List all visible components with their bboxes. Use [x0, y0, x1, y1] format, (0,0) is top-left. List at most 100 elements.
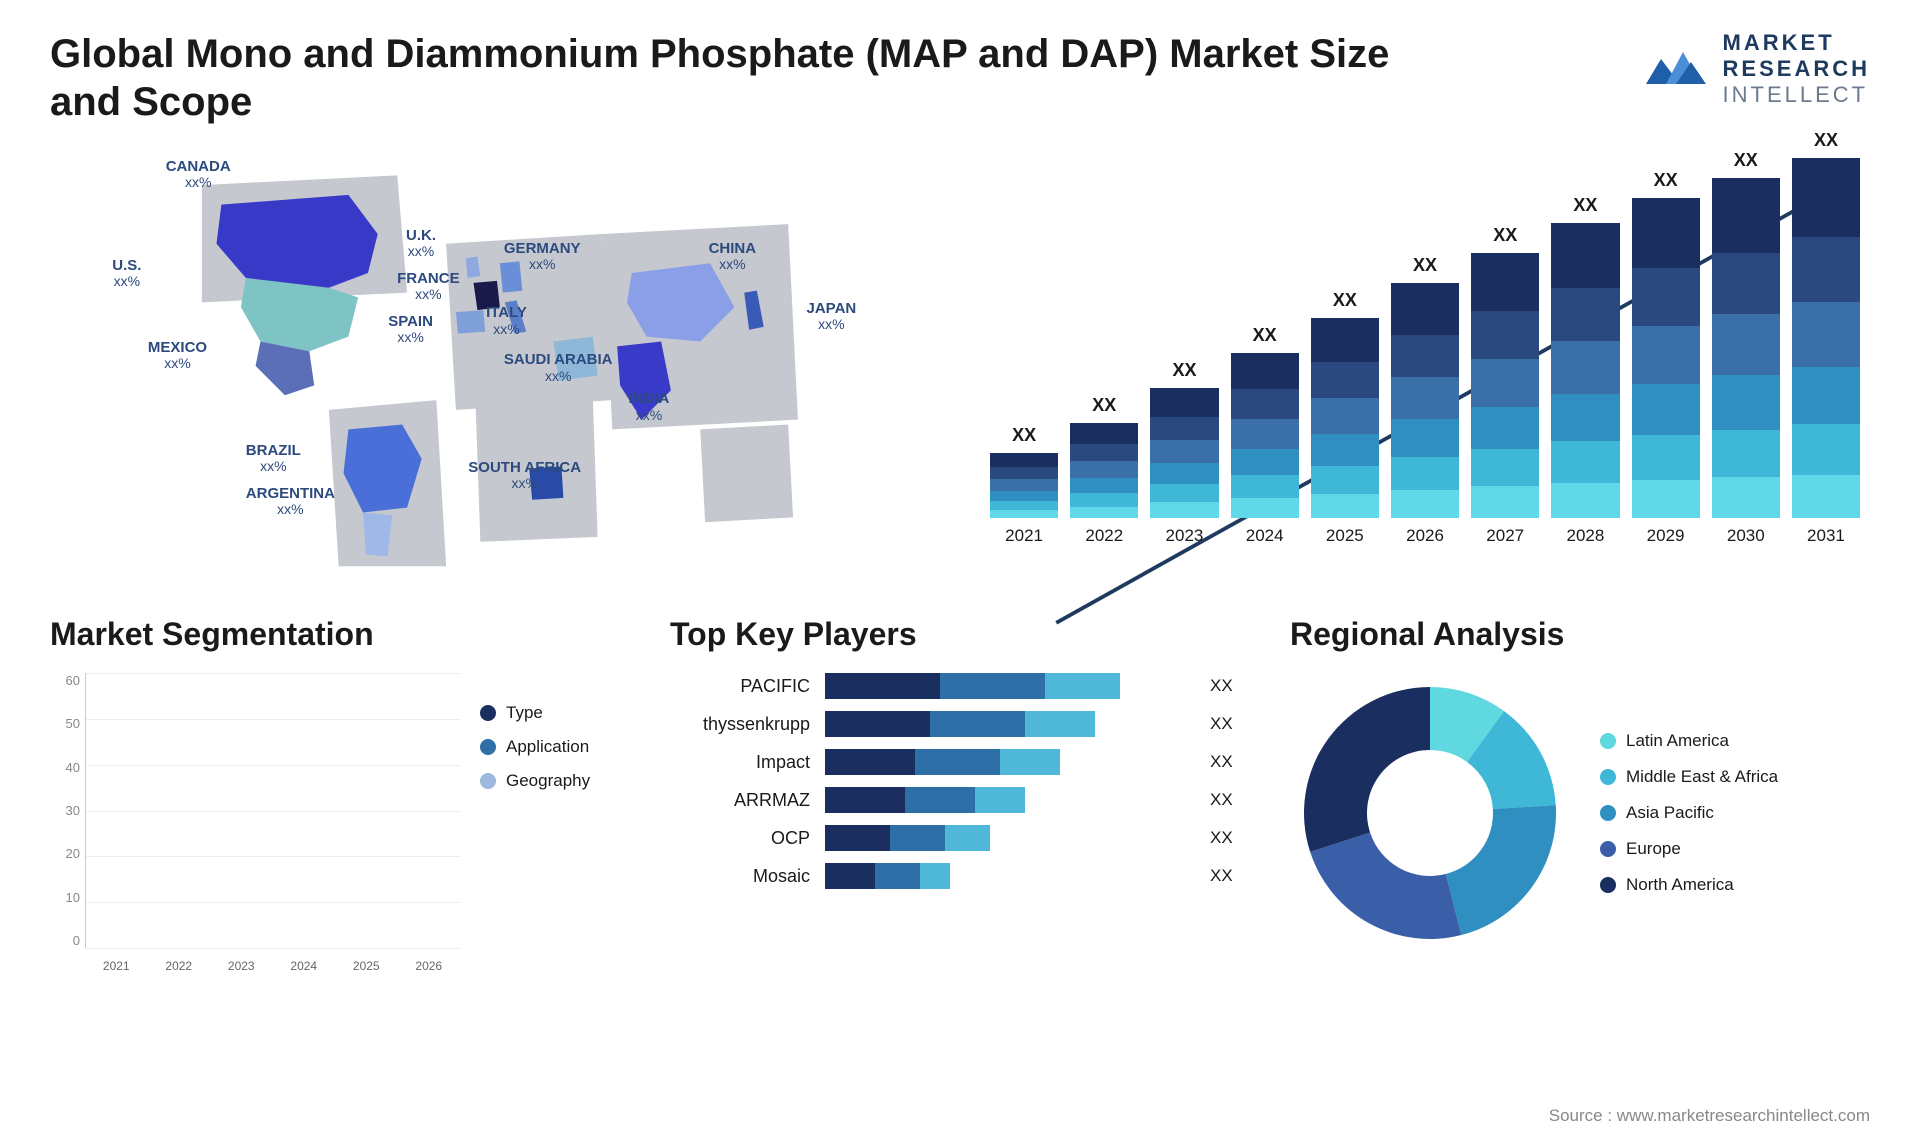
- main-bar-value: XX: [1172, 360, 1196, 381]
- main-bar-value: XX: [1814, 130, 1838, 151]
- main-chart-panel: XX2021XX2022XX2023XX2024XX2025XX2026XX20…: [980, 146, 1870, 576]
- kp-label: ARRMAZ: [670, 790, 810, 811]
- kp-label: Mosaic: [670, 866, 810, 887]
- kp-row-pacific: PACIFIC XX: [670, 673, 1250, 699]
- logo-line1: MARKET: [1723, 30, 1870, 56]
- main-bar-value: XX: [1092, 395, 1116, 416]
- seg-year-label: 2023: [210, 959, 273, 973]
- map-label-argentina: ARGENTINAxx%: [246, 486, 335, 519]
- segmentation-chart: 6050403020100 202120222023202420252026: [50, 673, 460, 973]
- map-label-spain: SPAINxx%: [388, 314, 433, 347]
- main-bar-value: XX: [1253, 325, 1277, 346]
- source-text: Source : www.marketresearchintellect.com: [1549, 1106, 1870, 1126]
- seg-year-label: 2025: [335, 959, 398, 973]
- map-label-saudi-arabia: SAUDI ARABIAxx%: [504, 352, 613, 385]
- kp-row-mosaic: Mosaic XX: [670, 863, 1250, 889]
- map-label-china: CHINAxx%: [709, 241, 757, 274]
- map-region-spain: [456, 310, 485, 333]
- kp-row-ocp: OCP XX: [670, 825, 1250, 851]
- seg-year-label: 2024: [273, 959, 336, 973]
- main-bar-2021: XX2021: [990, 453, 1058, 546]
- main-bar-2025: XX2025: [1311, 318, 1379, 546]
- main-bar-value: XX: [1573, 195, 1597, 216]
- main-bar-year: 2028: [1566, 526, 1604, 546]
- logo-line3: INTELLECT: [1723, 82, 1870, 108]
- map-label-canada: CANADAxx%: [166, 159, 231, 192]
- main-bar-2029: XX2029: [1632, 198, 1700, 546]
- main-bar-value: XX: [1493, 225, 1517, 246]
- main-bar-value: XX: [1734, 150, 1758, 171]
- reg-legend-item: North America: [1600, 875, 1778, 895]
- kp-value: XX: [1210, 752, 1250, 772]
- map-region-argentina: [363, 512, 392, 556]
- main-bar-year: 2029: [1647, 526, 1685, 546]
- map-label-germany: GERMANYxx%: [504, 241, 581, 274]
- regional-legend: Latin America Middle East & Africa Asia Pa…: [1600, 731, 1778, 895]
- seg-year-label: 2022: [148, 959, 211, 973]
- kp-label: Impact: [670, 752, 810, 773]
- seg-year-label: 2026: [398, 959, 461, 973]
- kp-value: XX: [1210, 676, 1250, 696]
- main-bar-2028: XX2028: [1551, 223, 1619, 546]
- map-label-italy: ITALYxx%: [486, 305, 527, 338]
- kp-value: XX: [1210, 790, 1250, 810]
- main-bar-year: 2024: [1246, 526, 1284, 546]
- key-players-panel: Top Key Players PACIFICXXthyssenkruppXXI…: [670, 616, 1250, 973]
- kp-label: OCP: [670, 828, 810, 849]
- reg-legend-item: Asia Pacific: [1600, 803, 1778, 823]
- kp-label: PACIFIC: [670, 676, 810, 697]
- seg-year-label: 2021: [85, 959, 148, 973]
- segmentation-panel: Market Segmentation 6050403020100 202120…: [50, 616, 630, 973]
- main-bar-2023: XX2023: [1150, 388, 1218, 546]
- kp-row-impact: Impact XX: [670, 749, 1250, 775]
- kp-value: XX: [1210, 828, 1250, 848]
- map-label-brazil: BRAZILxx%: [246, 443, 301, 476]
- main-bar-value: XX: [1012, 425, 1036, 446]
- donut-chart: [1290, 673, 1570, 953]
- main-bar-value: XX: [1413, 255, 1437, 276]
- logo: MARKET RESEARCH INTELLECT: [1641, 30, 1870, 108]
- seg-legend-item: Type: [480, 703, 630, 723]
- reg-legend-item: Middle East & Africa: [1600, 767, 1778, 787]
- main-bar-year: 2021: [1005, 526, 1043, 546]
- key-players-title: Top Key Players: [670, 616, 1250, 653]
- main-bar-2030: XX2030: [1712, 178, 1780, 546]
- logo-line2: RESEARCH: [1723, 56, 1870, 82]
- kp-row-thyssenkrupp: thyssenkrupp XX: [670, 711, 1250, 737]
- regional-title: Regional Analysis: [1290, 616, 1870, 653]
- seg-legend-item: Application: [480, 737, 630, 757]
- kp-value: XX: [1210, 866, 1250, 886]
- segmentation-legend: Type Application Geography: [480, 673, 630, 973]
- donut-slice-asia-pacific: [1446, 805, 1556, 935]
- map-label-u.k.: U.K.xx%: [406, 228, 436, 261]
- map-label-india: INDIAxx%: [629, 391, 670, 424]
- logo-mark-icon: [1641, 44, 1711, 94]
- map-label-france: FRANCExx%: [397, 271, 460, 304]
- kp-row-arrmaz: ARRMAZ XX: [670, 787, 1250, 813]
- donut-slice-north-america: [1304, 687, 1430, 852]
- regional-panel: Regional Analysis Latin America Middle Ea…: [1290, 616, 1870, 973]
- kp-value: XX: [1210, 714, 1250, 734]
- main-bar-value: XX: [1654, 170, 1678, 191]
- main-bar-year: 2027: [1486, 526, 1524, 546]
- world-map-panel: CANADAxx%U.S.xx%MEXICOxx%U.K.xx%FRANCExx…: [50, 146, 940, 576]
- page-title: Global Mono and Diammonium Phosphate (MA…: [50, 30, 1450, 126]
- kp-label: thyssenkrupp: [670, 714, 810, 735]
- main-bar-year: 2025: [1326, 526, 1364, 546]
- map-label-south-africa: SOUTH AFRICAxx%: [468, 460, 581, 493]
- main-bar-2026: XX2026: [1391, 283, 1459, 546]
- seg-legend-item: Geography: [480, 771, 630, 791]
- map-label-u.s.: U.S.xx%: [112, 258, 141, 291]
- main-bar-year: 2022: [1085, 526, 1123, 546]
- reg-legend-item: Latin America: [1600, 731, 1778, 751]
- main-bar-year: 2023: [1166, 526, 1204, 546]
- main-bar-year: 2030: [1727, 526, 1765, 546]
- main-bar-year: 2031: [1807, 526, 1845, 546]
- main-bar-year: 2026: [1406, 526, 1444, 546]
- reg-legend-item: Europe: [1600, 839, 1778, 859]
- map-label-japan: JAPANxx%: [807, 301, 857, 334]
- segmentation-title: Market Segmentation: [50, 616, 630, 653]
- main-bar-2027: XX2027: [1471, 253, 1539, 546]
- main-bar-2024: XX2024: [1231, 353, 1299, 546]
- main-bar-2022: XX2022: [1070, 423, 1138, 546]
